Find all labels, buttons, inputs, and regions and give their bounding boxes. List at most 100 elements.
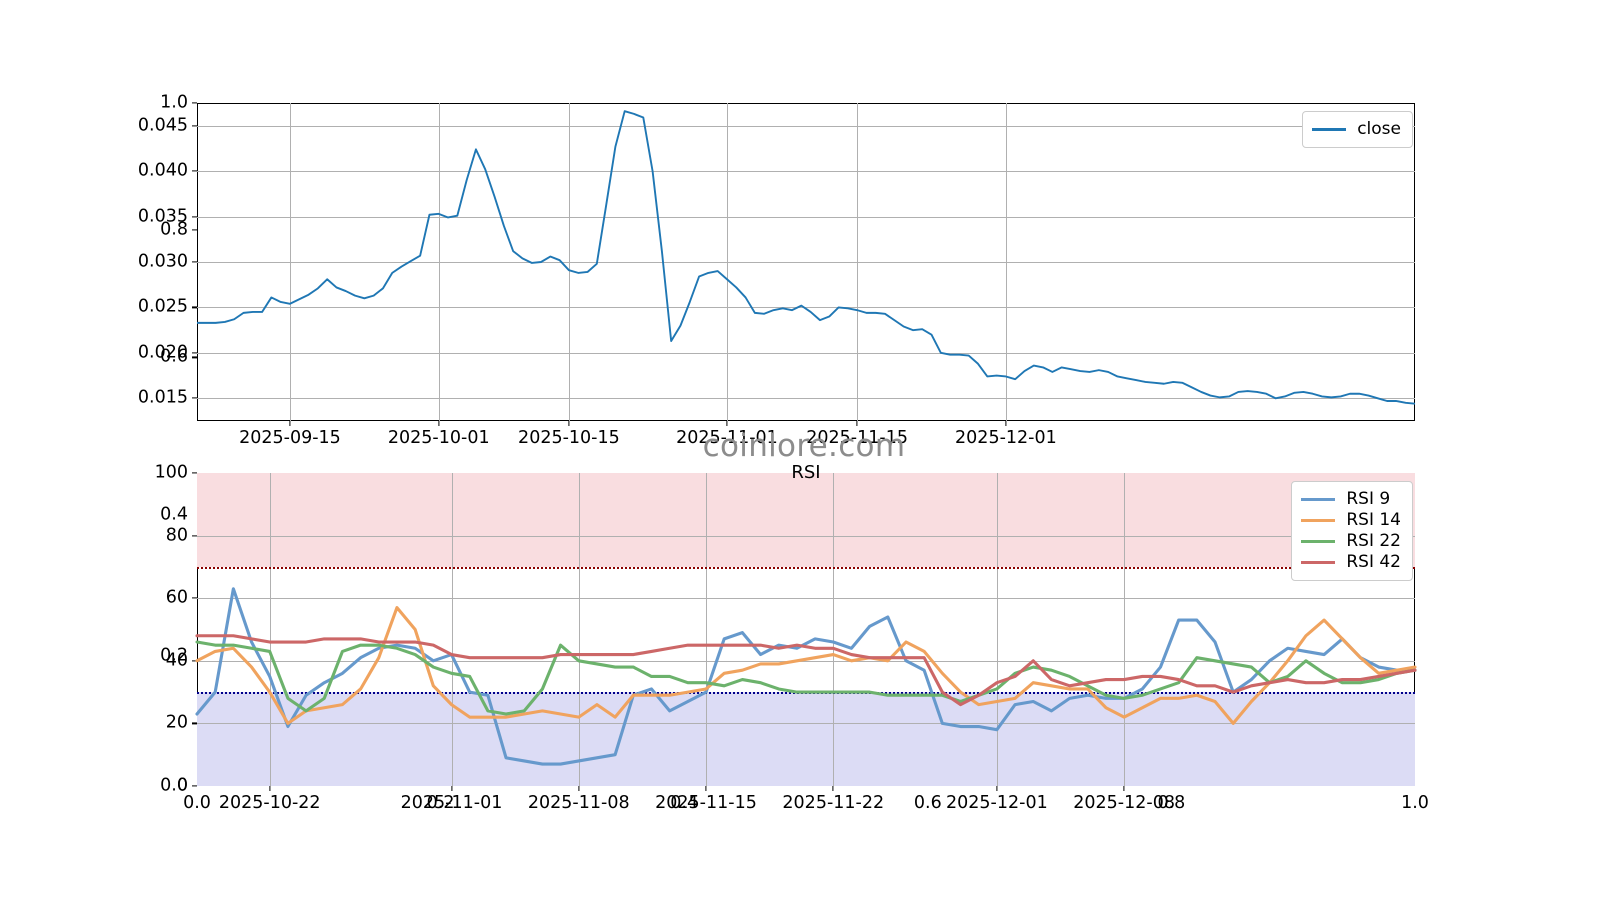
- price-y-tick-label: 0.040: [137, 160, 188, 181]
- rsi-legend-item[interactable]: RSI 9: [1301, 489, 1401, 510]
- rsi-y-tick-label: 0: [176, 775, 188, 796]
- rsi-y-tickmark: [192, 597, 197, 599]
- rsi-gridline-v: [578, 473, 580, 786]
- rsi-x-tick-label: 2025-11-22: [782, 793, 885, 813]
- price-y-tick-label: 0.025: [137, 296, 188, 317]
- rsi-series-RSI-42: [195, 634, 1417, 707]
- price-y-tickmark: [192, 170, 197, 172]
- price-y-ghost-tickmark: [192, 102, 197, 104]
- price-x-tickmark: [438, 421, 440, 426]
- rsi-series-area: [195, 473, 1417, 786]
- rsi-x-ghost-tick-label: 0.4: [670, 793, 699, 813]
- rsi-y-tick-label: 80: [165, 524, 188, 545]
- rsi-x-tickmark: [705, 786, 707, 791]
- rsi-legend-item[interactable]: RSI 42: [1301, 552, 1401, 573]
- rsi-gridline-v: [1124, 473, 1126, 786]
- rsi-gridline-h: [197, 723, 1415, 725]
- rsi-legend-label: RSI 14: [1346, 510, 1401, 530]
- rsi-legend[interactable]: RSI 9 RSI 14 RSI 22 RSI 42: [1291, 481, 1413, 581]
- rsi-x-tick-label: 2025-11-01: [400, 793, 503, 813]
- price-line-close: [197, 110, 1416, 405]
- price-x-tick-label: 2025-10-15: [518, 428, 620, 448]
- price-x-tickmark: [568, 421, 570, 426]
- rsi-x-ghost-tick-label: 0.8: [1157, 793, 1186, 813]
- price-y-tickmark: [192, 306, 197, 309]
- rsi-legend-label: RSI 9: [1346, 489, 1391, 509]
- rsi-gridline-v: [833, 473, 835, 786]
- price-x-tick-label: 2025-12-01: [955, 428, 1057, 448]
- price-legend[interactable]: close: [1302, 111, 1413, 148]
- price-gridline-v: [857, 103, 859, 421]
- rsi-legend-swatch-3: [1301, 561, 1336, 564]
- rsi-gridline-h: [197, 598, 1415, 600]
- rsi-x-tick-label: 2025-11-08: [527, 793, 630, 813]
- rsi-x-ghost-tick-label: 1.0: [1401, 793, 1429, 813]
- price-x-tick-label: 2025-11-15: [806, 428, 908, 448]
- price-y-tick-label: 0.020: [137, 342, 188, 363]
- rsi-y-tickmark: [192, 660, 197, 662]
- rsi-x-tick-label: 2025-12-08: [1073, 793, 1175, 813]
- rsi-gridline-v: [269, 473, 271, 786]
- price-x-tick-label: 2025-10-01: [387, 428, 490, 448]
- rsi-threshold-line: [197, 566, 1415, 569]
- rsi-y-ghost-tick-label: 0.2: [160, 645, 188, 666]
- rsi-y-tickmark: [192, 535, 197, 537]
- price-y-ghost-tick-label: 1.0: [160, 92, 188, 113]
- rsi-y-ghost-tick-label: 0.4: [160, 504, 188, 525]
- rsi-lines: [195, 587, 1417, 766]
- rsi-x-tickmark: [1123, 786, 1125, 791]
- rsi-panel-title: RSI: [791, 462, 821, 483]
- rsi-gridline-h: [197, 535, 1415, 537]
- price-y-tick-label: 0.035: [137, 205, 188, 226]
- rsi-series-RSI-9: [195, 587, 1417, 766]
- price-series-close: [197, 110, 1416, 405]
- rsi-series-RSI-22: [195, 640, 1417, 716]
- rsi-zone-band: [197, 692, 1415, 786]
- price-gridline-h: [197, 216, 1415, 218]
- rsi-x-tickmark: [450, 786, 453, 791]
- rsi-series-RSI-14: [195, 606, 1417, 725]
- price-y-ghost-tick-label: 0.8: [160, 219, 188, 240]
- rsi-legend-label: RSI 22: [1346, 531, 1401, 551]
- price-gridline-h: [197, 352, 1415, 354]
- price-y-tick-label: 0.045: [137, 114, 188, 135]
- price-x-tickmark: [856, 421, 858, 426]
- rsi-y-tick-label: 20: [165, 712, 188, 733]
- price-y-ghost-tick-label: 0.6: [160, 346, 188, 367]
- rsi-x-tick-label: 2025-11-15: [655, 793, 757, 813]
- rsi-y-tick-label: 40: [165, 650, 188, 671]
- rsi-gridline-v: [451, 473, 453, 786]
- price-gridline-h: [197, 262, 1415, 263]
- rsi-legend-item[interactable]: RSI 22: [1301, 531, 1401, 552]
- price-x-tick-label: 2025-09-15: [239, 428, 341, 448]
- price-x-tickmark: [1005, 421, 1007, 426]
- price-gridline-v: [289, 103, 291, 421]
- price-x-tickmark: [289, 421, 291, 426]
- price-gridline-h: [197, 125, 1415, 127]
- watermark-text: coinlore.com: [702, 428, 906, 464]
- price-legend-label: close: [1357, 119, 1401, 139]
- rsi-legend-item[interactable]: RSI 14: [1301, 510, 1401, 531]
- rsi-y-tickmark: [192, 472, 197, 474]
- rsi-y-tickmark: [192, 785, 197, 787]
- rsi-zone-band: [197, 473, 1415, 567]
- rsi-x-tickmark: [832, 786, 834, 791]
- rsi-legend-swatch-1: [1301, 519, 1336, 522]
- price-legend-swatch-0: [1312, 128, 1347, 131]
- price-gridline-h: [197, 171, 1415, 173]
- price-series-area: [197, 103, 1416, 421]
- rsi-chart-panel: 100 80 60 40 20 0 0.4 0.2 0.0 2025-10-22 2025-11…: [155, 464, 1429, 812]
- rsi-x-ghost-tick-label: 0.0: [183, 793, 211, 813]
- rsi-y-tickmark: [192, 722, 197, 724]
- price-x-tick-label: 2025-11-01: [676, 428, 778, 448]
- rsi-gridline-h: [197, 660, 1415, 662]
- rsi-gridline-v: [996, 473, 998, 786]
- rsi-y-tick-label: 60: [165, 587, 188, 608]
- price-legend-item[interactable]: close: [1312, 119, 1401, 140]
- price-y-tick-label: 0.015: [137, 387, 188, 408]
- price-chart-panel: 0.045 0.040 0.035 0.030 0.025 0.020 0.015 1.0 0…: [138, 94, 1416, 447]
- price-gridline-h: [197, 398, 1415, 400]
- price-y-ghost-tickmark: [192, 229, 197, 231]
- rsi-y-ghost-tick-label: 0.0: [160, 775, 188, 796]
